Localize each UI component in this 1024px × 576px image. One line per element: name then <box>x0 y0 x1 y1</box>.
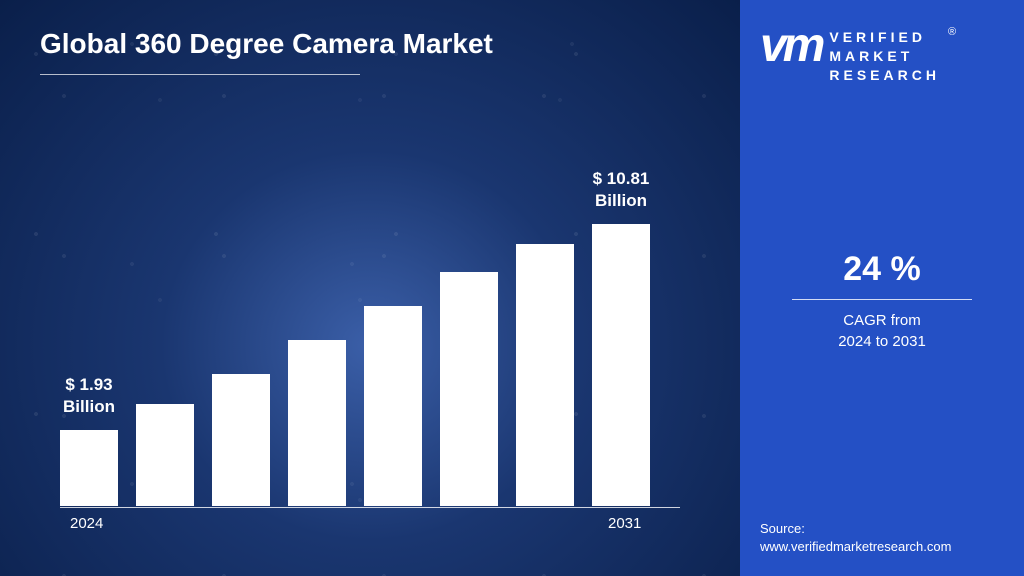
bar-2028 <box>364 306 422 506</box>
bar-label-unit: Billion <box>63 397 115 416</box>
logo-text: VERIFIED MARKET RESEARCH <box>829 28 940 85</box>
bar-label-end: $ 10.81 Billion <box>593 168 650 212</box>
cagr-value: 24 % <box>740 250 1024 289</box>
cagr-block: 24 % CAGR from 2024 to 2031 <box>740 250 1024 352</box>
logo-line1: VERIFIED <box>829 29 926 45</box>
cagr-line1: CAGR from <box>843 312 921 329</box>
bar-2029 <box>440 272 498 506</box>
bars-container: $ 1.93 Billion $ 10.81 Billion <box>60 146 680 506</box>
bar-label-value: $ 1.93 <box>65 375 112 394</box>
logo-line3: RESEARCH <box>829 67 940 83</box>
bar-2030 <box>516 244 574 506</box>
title-underline <box>40 74 360 75</box>
logo-line2: MARKET <box>829 48 913 64</box>
chart-panel: Global 360 Degree Camera Market $ 1.93 B… <box>0 0 740 576</box>
bar-label-value: $ 10.81 <box>593 169 650 188</box>
bar-2024: $ 1.93 Billion <box>60 430 118 506</box>
x-axis-end-label: 2031 <box>608 515 641 532</box>
source-url: www.verifiedmarketresearch.com <box>760 538 951 556</box>
info-panel: vm VERIFIED MARKET RESEARCH ® 24 % CAGR … <box>740 0 1024 576</box>
registered-icon: ® <box>948 26 956 38</box>
cagr-underline <box>792 299 972 300</box>
bar-2026 <box>212 374 270 506</box>
bar-2031: $ 10.81 Billion <box>592 224 650 506</box>
x-axis-line <box>60 507 680 508</box>
brand-logo: vm VERIFIED MARKET RESEARCH ® <box>760 24 1004 85</box>
source-block: Source: www.verifiedmarketresearch.com <box>760 520 951 556</box>
bar-label-unit: Billion <box>595 191 647 210</box>
x-axis-start-label: 2024 <box>70 515 103 532</box>
source-label: Source: <box>760 520 951 538</box>
bar-chart: $ 1.93 Billion $ 10.81 Billion 2024 2031 <box>60 116 680 536</box>
bar-2027 <box>288 340 346 506</box>
cagr-line2: 2024 to 2031 <box>838 333 926 350</box>
bar-label-start: $ 1.93 Billion <box>63 374 115 418</box>
cagr-description: CAGR from 2024 to 2031 <box>740 310 1024 352</box>
chart-title: Global 360 Degree Camera Market <box>40 28 700 60</box>
logo-mark-icon: vm <box>760 24 821 67</box>
bar-2025 <box>136 404 194 506</box>
